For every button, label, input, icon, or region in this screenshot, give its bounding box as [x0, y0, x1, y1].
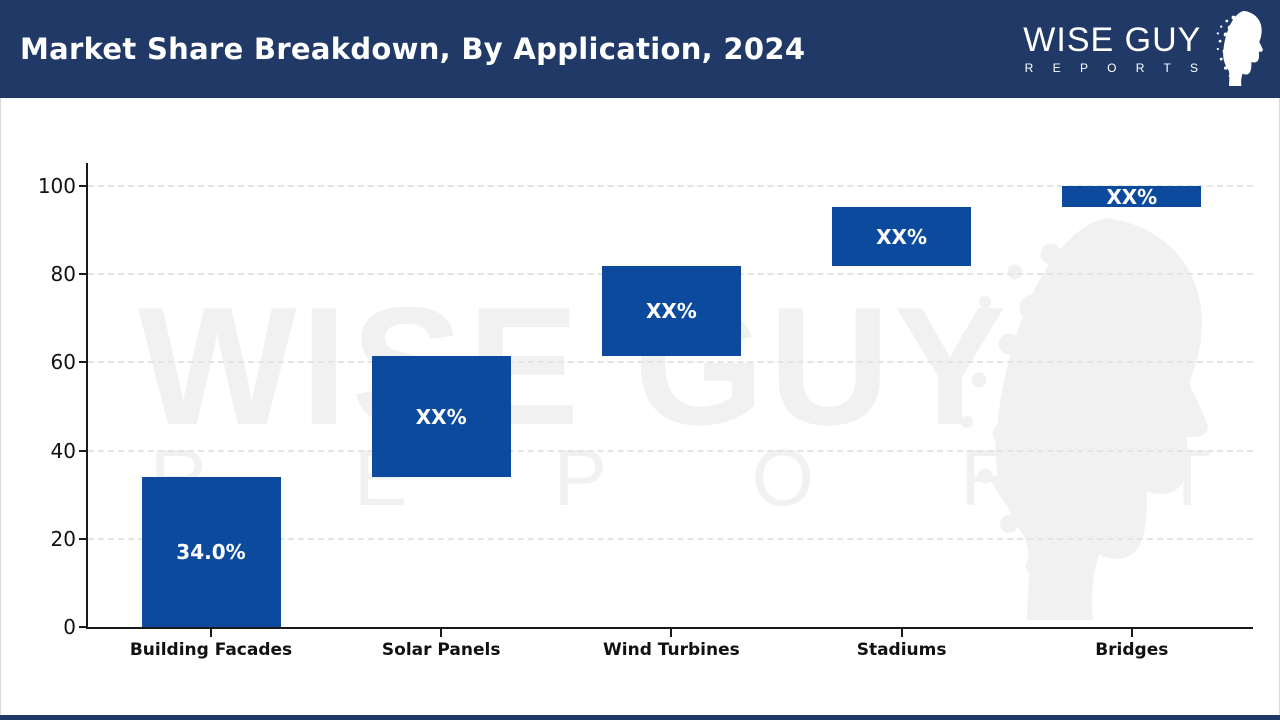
bar-wind-turbines: XX% [601, 266, 741, 357]
x-tick-0 [210, 629, 212, 637]
bar-bridges: XX% [1062, 184, 1202, 209]
y-tick-60 [79, 361, 87, 364]
left-border [0, 98, 1, 720]
y-tick-80 [79, 273, 87, 276]
bar-stadiums: XX% [832, 207, 972, 267]
y-tick-0 [79, 626, 87, 628]
x-tick-4 [1130, 629, 1133, 637]
header-bar: Market Share Breakdown, By Application, … [0, 0, 1280, 98]
y-axis-line [86, 163, 88, 629]
y-tick-100 [79, 185, 87, 187]
bar-solar-panels: XX% [371, 356, 511, 478]
gridline-100 [88, 185, 1253, 187]
wise-guy-head-icon [1210, 9, 1266, 89]
y-tick-label-60: 60 [50, 350, 76, 375]
x-tick-1 [440, 629, 443, 637]
x-axis-line [86, 627, 1253, 629]
bar-value-label: 34.0% [176, 540, 246, 565]
bar-value-label: XX% [1106, 184, 1158, 209]
y-tick-label-20: 20 [50, 526, 76, 551]
bar-value-label: XX% [876, 224, 928, 249]
y-tick-label-80: 80 [50, 262, 76, 287]
footer-bar [0, 715, 1280, 720]
x-category-label: Solar Panels [381, 640, 501, 660]
x-tick-2 [670, 629, 673, 637]
brand-logo: WISE GUY R E P O R T S [1019, 7, 1266, 91]
x-category-label: Bridges [1095, 640, 1169, 660]
y-tick-40 [79, 449, 87, 452]
gridline-60 [88, 361, 1253, 364]
brand-name: WISE GUY [1023, 21, 1202, 60]
gridline-20 [88, 537, 1253, 540]
x-category-label: Stadiums [856, 640, 947, 660]
page-title: Market Share Breakdown, By Application, … [20, 32, 806, 66]
bar-value-label: XX% [645, 299, 697, 324]
bar-building-facades: 34.0% [141, 477, 281, 627]
y-tick-label-100: 100 [37, 174, 76, 198]
y-tick-label-40: 40 [50, 438, 76, 463]
gridline-40 [88, 449, 1253, 452]
y-tick-label-0: 0 [63, 615, 76, 639]
brand-logo-text: WISE GUY R E P O R T S [1019, 21, 1206, 75]
brand-subtitle: R E P O R T S [1024, 60, 1206, 75]
y-tick-20 [79, 537, 87, 540]
bar-value-label: XX% [415, 404, 467, 429]
x-category-label: Wind Turbines [603, 640, 740, 660]
x-tick-3 [900, 629, 903, 637]
x-category-label: Building Facades [129, 640, 293, 660]
